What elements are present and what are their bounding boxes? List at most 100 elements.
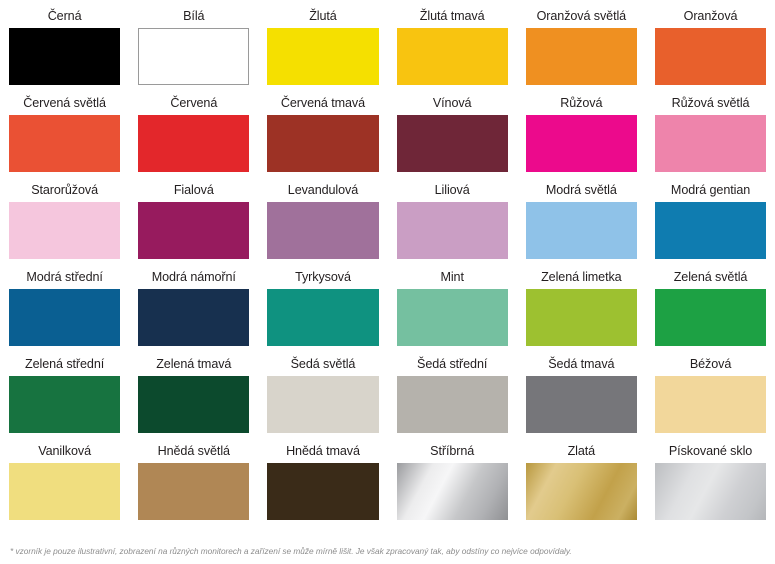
color-swatch-chip[interactable]: [267, 376, 379, 433]
color-swatch-chip[interactable]: [9, 289, 121, 346]
color-swatch-cell[interactable]: Hnědá světlá: [129, 439, 258, 526]
color-swatch-chip[interactable]: [396, 202, 508, 259]
color-swatch-cell[interactable]: Oranžová: [646, 4, 775, 91]
color-swatch-chip[interactable]: [138, 289, 250, 346]
color-swatch-cell[interactable]: Modrá střední: [0, 265, 129, 352]
color-swatch-cell[interactable]: Zelená světlá: [646, 265, 775, 352]
color-swatch-cell[interactable]: Šedá tmavá: [517, 352, 646, 439]
color-swatch-chip[interactable]: [9, 202, 121, 259]
color-swatch-label: Růžová: [560, 95, 603, 110]
color-swatch-chip[interactable]: [396, 28, 508, 85]
color-swatch-chip[interactable]: [138, 202, 250, 259]
color-swatch-chip[interactable]: [525, 463, 637, 520]
color-swatch-chip[interactable]: [138, 463, 250, 520]
color-swatch-cell[interactable]: Zlatá: [517, 439, 646, 526]
color-swatch-label: Šedá tmavá: [548, 356, 615, 371]
color-swatch-cell[interactable]: Fialová: [129, 178, 258, 265]
color-swatch-cell[interactable]: Žlutá: [258, 4, 387, 91]
color-swatch-label: Liliová: [434, 182, 470, 197]
color-swatch-cell[interactable]: Modrá světlá: [517, 178, 646, 265]
color-swatch-chip[interactable]: [138, 28, 250, 85]
color-swatch-cell[interactable]: Zelená limetka: [517, 265, 646, 352]
color-swatch-cell[interactable]: Šedá střední: [388, 352, 517, 439]
color-swatch-label: Žlutá tmavá: [419, 8, 485, 23]
color-swatch-chip[interactable]: [396, 115, 508, 172]
color-swatch-chip[interactable]: [9, 115, 121, 172]
color-swatch-cell[interactable]: Červená tmavá: [258, 91, 387, 178]
color-swatch-cell[interactable]: Levandulová: [258, 178, 387, 265]
color-swatch-label: Vanilková: [38, 443, 91, 458]
color-swatch-cell[interactable]: Bílá: [129, 4, 258, 91]
color-swatch-cell[interactable]: Černá: [0, 4, 129, 91]
color-swatch-label: Modrá světlá: [545, 182, 617, 197]
color-swatch-chip[interactable]: [654, 289, 767, 346]
color-swatch-cell[interactable]: Vínová: [388, 91, 517, 178]
color-swatch-cell[interactable]: Liliová: [388, 178, 517, 265]
color-swatch-cell[interactable]: Šedá světlá: [258, 352, 387, 439]
color-swatch-label: Zelená limetka: [541, 269, 622, 284]
color-swatch-label: Zelená tmavá: [156, 356, 232, 371]
color-swatch-label: Hnědá světlá: [157, 443, 230, 458]
color-swatch-label: Šedá střední: [417, 356, 488, 371]
color-swatch-chip[interactable]: [525, 376, 637, 433]
color-swatch-chip[interactable]: [654, 376, 767, 433]
color-swatch-chip[interactable]: [396, 289, 508, 346]
color-swatch-grid: Černá Bílá Žlutá Žlutá tmavá Oranžová světlá…: [0, 4, 775, 526]
color-swatch-label: Pískované sklo: [668, 443, 753, 458]
color-swatch-chip[interactable]: [525, 202, 637, 259]
color-swatch-chip[interactable]: [267, 463, 379, 520]
color-swatch-cell[interactable]: Modrá gentian: [646, 178, 775, 265]
color-swatch-chip[interactable]: [525, 28, 637, 85]
color-swatch-chip[interactable]: [267, 202, 379, 259]
color-swatch-chip[interactable]: [138, 376, 250, 433]
color-swatch-cell[interactable]: Růžová: [517, 91, 646, 178]
color-swatch-cell[interactable]: Pískované sklo: [646, 439, 775, 526]
color-swatch-label: Levandulová: [287, 182, 359, 197]
color-swatch-chip[interactable]: [138, 115, 250, 172]
color-swatch-chip[interactable]: [396, 463, 508, 520]
color-swatch-label: Modrá střední: [26, 269, 103, 284]
color-swatch-cell[interactable]: Mint: [388, 265, 517, 352]
color-swatch-label: Červená světlá: [23, 95, 106, 110]
color-swatch-chip[interactable]: [9, 463, 121, 520]
color-swatch-chip[interactable]: [654, 463, 767, 520]
color-swatch-label: Oranžová: [683, 8, 738, 23]
color-swatch-chip[interactable]: [396, 376, 508, 433]
color-swatch-cell[interactable]: Červená světlá: [0, 91, 129, 178]
color-swatch-cell[interactable]: Tyrkysová: [258, 265, 387, 352]
color-swatch-cell[interactable]: Béžová: [646, 352, 775, 439]
color-swatch-chip[interactable]: [525, 115, 637, 172]
color-swatch-chip[interactable]: [267, 289, 379, 346]
color-swatch-cell[interactable]: Modrá námořní: [129, 265, 258, 352]
color-swatch-chip[interactable]: [9, 28, 121, 85]
color-swatch-cell[interactable]: Oranžová světlá: [517, 4, 646, 91]
color-swatch-chip[interactable]: [267, 28, 379, 85]
color-swatch-label: Mint: [440, 269, 464, 284]
color-swatch-cell[interactable]: Žlutá tmavá: [388, 4, 517, 91]
color-swatch-label: Bílá: [183, 8, 205, 23]
color-swatch-cell[interactable]: Zelená tmavá: [129, 352, 258, 439]
color-swatch-chip[interactable]: [267, 115, 379, 172]
color-swatch-label: Stříbrná: [430, 443, 475, 458]
color-swatch-chip[interactable]: [9, 376, 121, 433]
color-swatch-cell[interactable]: Starorůžová: [0, 178, 129, 265]
color-swatch-label: Béžová: [689, 356, 732, 371]
color-swatch-cell[interactable]: Hnědá tmavá: [258, 439, 387, 526]
color-swatch-cell[interactable]: Červená: [129, 91, 258, 178]
color-swatch-label: Fialová: [173, 182, 214, 197]
color-swatch-label: Červená: [170, 95, 218, 110]
color-swatch-chip[interactable]: [654, 28, 767, 85]
color-swatch-label: Červená tmavá: [280, 95, 366, 110]
color-swatch-chip[interactable]: [654, 202, 767, 259]
color-swatch-cell[interactable]: Vanilková: [0, 439, 129, 526]
color-swatch-label: Růžová světlá: [671, 95, 750, 110]
color-swatch-label: Oranžová světlá: [536, 8, 627, 23]
color-swatch-label: Žlutá: [309, 8, 337, 23]
color-swatch-chip[interactable]: [654, 115, 767, 172]
color-swatch-cell[interactable]: Růžová světlá: [646, 91, 775, 178]
color-swatch-chip[interactable]: [525, 289, 637, 346]
color-swatch-cell[interactable]: Zelená střední: [0, 352, 129, 439]
color-swatch-label: Modrá gentian: [670, 182, 751, 197]
color-swatch-cell[interactable]: Stříbrná: [388, 439, 517, 526]
